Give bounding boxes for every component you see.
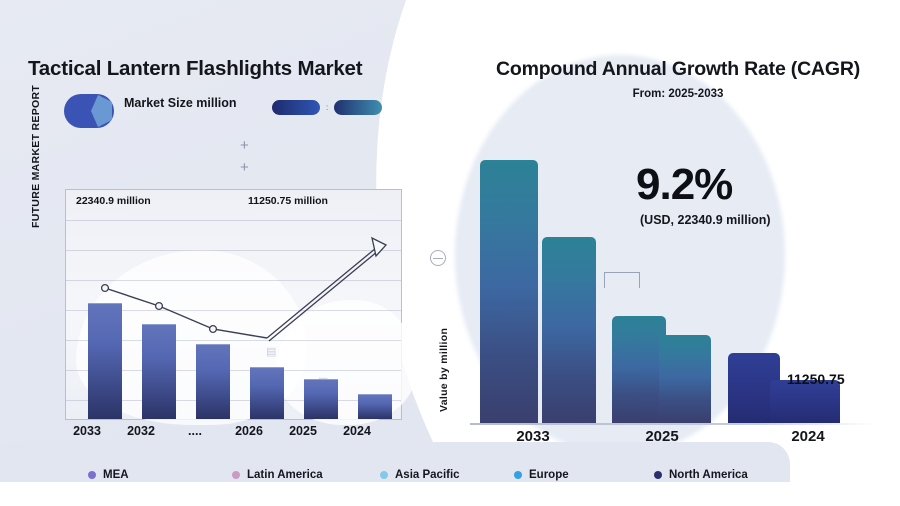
bar-2032 [142,324,176,419]
legend-label-north-america: North America [669,469,748,481]
x-label-2032: 2032 [127,424,155,438]
legend-label-latin-america: Latin America [247,469,323,481]
legend-dot-mea [88,471,96,479]
region-legend: MEA Latin America Asia Pacific Europe No… [0,463,900,487]
cagr-bar-series [470,150,880,423]
bar-2026 [250,367,284,419]
cagr-title: Compound Annual Growth Rate (CAGR) [495,58,861,80]
plus-icon: + [240,137,249,154]
cagr-subtitle: From: 2025-2033 [632,88,724,100]
legend-label-mea: MEA [103,469,129,481]
gridline [66,250,401,251]
legend-item-latin-america[interactable]: Latin America [232,469,323,481]
x-label-dots: .... [188,424,202,438]
circle-minus-icon [430,250,446,266]
legend-item-europe[interactable]: Europe [514,469,569,481]
bar-2033 [88,303,122,419]
cagr-value: 9.2% [636,160,733,209]
legend-item-mea[interactable]: MEA [88,469,129,481]
legend-pills: : [272,100,383,115]
market-size-plot-area: 22340.9 million 11250.75 million ▤ ▥ [65,189,416,425]
legend-pill-separator: : [326,103,329,112]
cagr-data-label: 11250.75 [787,371,845,387]
lens-logo-icon [64,94,114,128]
legend-item-north-america[interactable]: North America [654,469,748,481]
x-label-2033: 2033 [73,424,101,438]
gridline [66,220,401,221]
legend-pill-secondary [334,100,383,115]
x-label-2025: 2025 [289,424,317,438]
legend-label-asia-pacific: Asia Pacific [395,469,460,481]
legend-pill-primary [272,100,320,115]
annotation-right: 11250.75 million [248,195,328,207]
plot-blob-b [276,300,416,425]
y-axis-label-right: Value by million [438,327,450,412]
legend-dot-latin-america [232,471,240,479]
legend-label-europe: Europe [529,469,569,481]
bar-2025 [304,379,338,419]
growth-arrow [266,236,388,342]
watermark-icon: ▤ [266,346,277,358]
bar-2024 [358,394,392,419]
x-label-2024: 2024 [343,424,371,438]
cagr-bar-2025-primary [612,316,666,423]
x-label-2026: 2026 [235,424,263,438]
cagr-x-label-2024: 2024 [791,428,825,445]
plus-icon: + [240,159,249,176]
gridline [66,340,401,341]
gridline [66,280,401,281]
legend-dot-asia-pacific [380,471,388,479]
bottom-strip [0,482,900,506]
y-axis-label-left: FUTURE MARKET REPORT [30,84,42,228]
legend-dot-europe [514,471,522,479]
decorative-bracket [604,272,640,288]
page-title: Tactical Lantern Flashlights Market [28,57,363,80]
gridline [66,310,401,311]
cagr-x-label-2025: 2025 [645,428,679,445]
annotation-left: 22340.9 million [76,195,151,207]
cagr-bar-2033-secondary [542,237,596,423]
gridline [66,400,401,401]
cagr-bar-2033-primary [480,160,538,423]
bar-series [66,190,401,419]
legend-dot-north-america [654,471,662,479]
gridline [66,370,401,371]
bar-dots [196,344,230,419]
cagr-x-label-2033: 2033 [516,428,550,445]
cagr-bar-2025-secondary [659,335,711,423]
cagr-bar-2024-secondary [770,380,840,423]
market-size-legend-label: Market Size million [124,96,237,110]
cagr-unit: (USD, 22340.9 million) [640,213,771,227]
trend-line-overlay [100,236,388,342]
cagr-baseline [470,423,875,425]
legend-item-asia-pacific[interactable]: Asia Pacific [380,469,460,481]
